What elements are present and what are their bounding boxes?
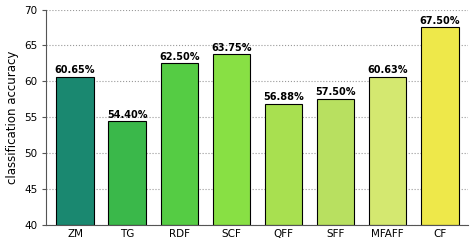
Text: 56.88%: 56.88% bbox=[263, 92, 304, 102]
Bar bbox=[369, 77, 406, 225]
Bar bbox=[317, 99, 355, 225]
Text: 57.50%: 57.50% bbox=[315, 87, 356, 97]
Text: 62.50%: 62.50% bbox=[159, 51, 200, 61]
Text: 54.40%: 54.40% bbox=[107, 110, 147, 120]
Bar bbox=[213, 54, 250, 225]
Y-axis label: classification accuracy: classification accuracy bbox=[6, 50, 18, 184]
Bar bbox=[109, 121, 146, 225]
Bar bbox=[56, 77, 94, 225]
Text: 63.75%: 63.75% bbox=[211, 43, 252, 53]
Text: 60.63%: 60.63% bbox=[367, 65, 408, 75]
Bar bbox=[161, 63, 198, 225]
Text: 67.50%: 67.50% bbox=[419, 16, 460, 26]
Bar bbox=[264, 104, 302, 225]
Text: 60.65%: 60.65% bbox=[55, 65, 95, 75]
Bar bbox=[421, 27, 458, 225]
